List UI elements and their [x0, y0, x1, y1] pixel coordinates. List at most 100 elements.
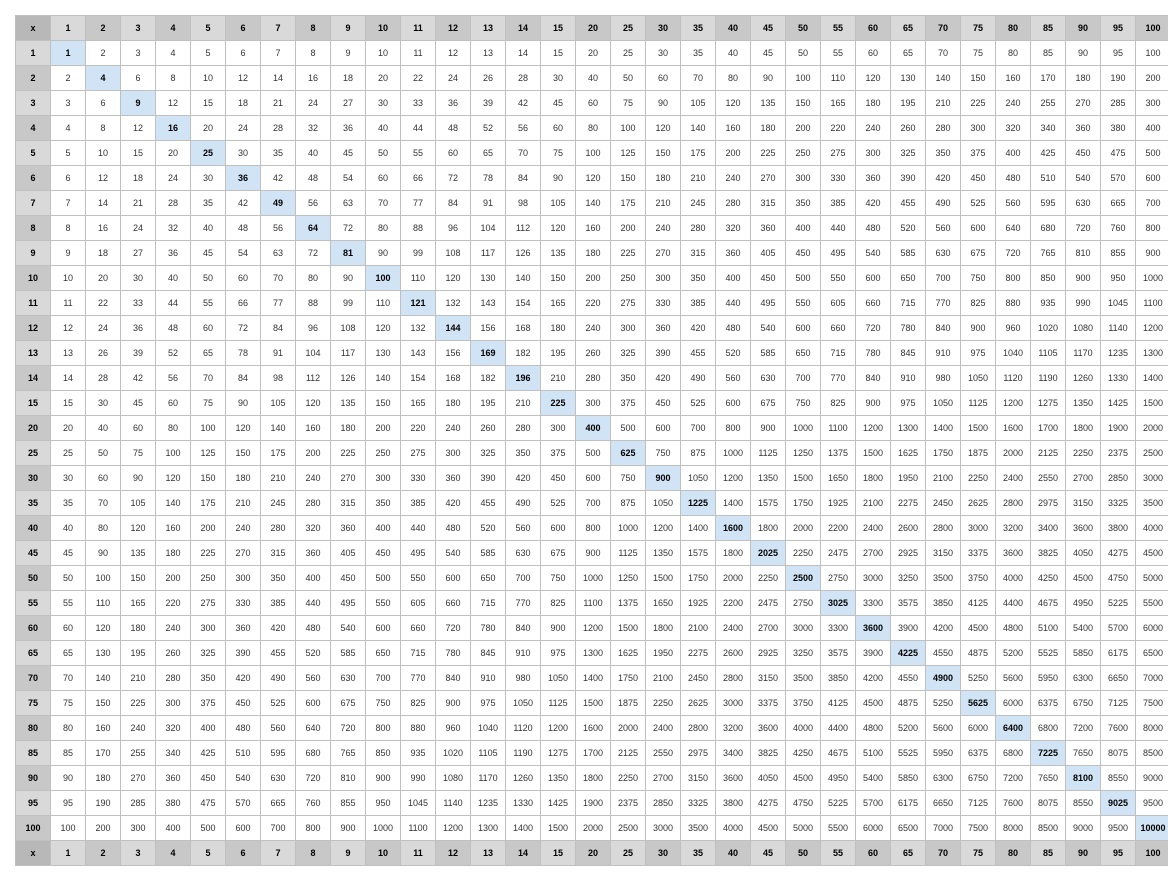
- table-cell: 30: [121, 266, 156, 291]
- table-cell: 50: [786, 41, 821, 66]
- table-cell: 1020: [436, 741, 471, 766]
- table-cell: 270: [751, 166, 786, 191]
- table-cell: 2625: [681, 691, 716, 716]
- col-footer: 75: [961, 841, 996, 866]
- table-cell: 130: [471, 266, 506, 291]
- row-header: 3: [16, 91, 51, 116]
- table-cell: 750: [611, 466, 646, 491]
- table-cell: 175: [191, 491, 226, 516]
- table-cell: 44: [156, 291, 191, 316]
- table-cell: 150: [541, 266, 576, 291]
- table-cell: 6500: [891, 816, 926, 841]
- table-cell: 220: [156, 591, 191, 616]
- table-cell: 42: [121, 366, 156, 391]
- table-cell: 26: [471, 66, 506, 91]
- table-cell: 96: [296, 316, 331, 341]
- table-cell: 168: [506, 316, 541, 341]
- table-cell: 910: [891, 366, 926, 391]
- table-cell: 104: [471, 216, 506, 241]
- table-cell: 640: [996, 216, 1031, 241]
- table-cell: 2700: [1066, 466, 1101, 491]
- table-cell: 210: [121, 666, 156, 691]
- table-cell: 360: [156, 766, 191, 791]
- table-cell: 72: [226, 316, 261, 341]
- row-header: 45: [16, 541, 51, 566]
- table-cell: 3500: [1136, 491, 1168, 516]
- table-cell: 1275: [541, 741, 576, 766]
- table-cell: 200: [611, 216, 646, 241]
- table-cell: 200: [786, 116, 821, 141]
- table-cell: 500: [576, 441, 611, 466]
- table-cell: 4125: [961, 591, 996, 616]
- table-cell: 3500: [926, 566, 961, 591]
- table-cell: 28: [261, 116, 296, 141]
- table-cell: 135: [331, 391, 366, 416]
- table-cell: 75: [611, 91, 646, 116]
- table-cell: 4500: [1136, 541, 1168, 566]
- table-cell: 960: [996, 316, 1031, 341]
- row-header: 14: [16, 366, 51, 391]
- table-cell: 1125: [961, 391, 996, 416]
- table-cell: 75: [961, 41, 996, 66]
- col-header: 50: [786, 16, 821, 41]
- table-cell: 120: [86, 616, 121, 641]
- table-cell: 455: [891, 191, 926, 216]
- table-cell: 18: [226, 91, 261, 116]
- table-cell: 520: [891, 216, 926, 241]
- table-cell: 1330: [1101, 366, 1136, 391]
- table-cell: 675: [751, 391, 786, 416]
- table-cell: 240: [296, 466, 331, 491]
- table-cell: 560: [261, 716, 296, 741]
- row-header: 20: [16, 416, 51, 441]
- table-cell: 330: [401, 466, 436, 491]
- table-cell: 2250: [1066, 441, 1101, 466]
- table-cell: 390: [646, 341, 681, 366]
- table-cell: 12: [51, 316, 86, 341]
- table-cell: 225: [961, 91, 996, 116]
- table-cell: 170: [86, 741, 121, 766]
- table-cell: 65: [471, 141, 506, 166]
- table-cell: 4875: [961, 641, 996, 666]
- table-cell: 30: [646, 41, 681, 66]
- table-cell: 24: [226, 116, 261, 141]
- table-cell: 25: [51, 441, 86, 466]
- table-cell: 1600: [716, 516, 751, 541]
- table-cell: 182: [471, 366, 506, 391]
- table-cell: 210: [226, 491, 261, 516]
- col-header: 85: [1031, 16, 1066, 41]
- table-cell: 50: [191, 266, 226, 291]
- table-cell: 900: [541, 616, 576, 641]
- table-cell: 680: [1031, 216, 1066, 241]
- table-cell: 1225: [681, 491, 716, 516]
- table-cell: 120: [226, 416, 261, 441]
- table-cell: 4050: [751, 766, 786, 791]
- table-cell: 480: [996, 166, 1031, 191]
- table-cell: 96: [436, 216, 471, 241]
- table-cell: 5600: [926, 716, 961, 741]
- table-cell: 105: [541, 191, 576, 216]
- table-cell: 525: [681, 391, 716, 416]
- table-cell: 325: [891, 141, 926, 166]
- table-cell: 70: [926, 41, 961, 66]
- table-cell: 156: [436, 341, 471, 366]
- table-cell: 2200: [716, 591, 751, 616]
- table-cell: 140: [366, 366, 401, 391]
- table-cell: 143: [401, 341, 436, 366]
- table-cell: 840: [506, 616, 541, 641]
- table-cell: 33: [401, 91, 436, 116]
- table-cell: 16: [86, 216, 121, 241]
- table-cell: 60: [576, 91, 611, 116]
- table-cell: 4000: [786, 716, 821, 741]
- table-cell: 385: [821, 191, 856, 216]
- table-cell: 540: [751, 316, 786, 341]
- table-cell: 1105: [1031, 341, 1066, 366]
- table-cell: 630: [261, 766, 296, 791]
- table-cell: 400: [1136, 116, 1168, 141]
- table-cell: 48: [296, 166, 331, 191]
- table-cell: 2500: [786, 566, 821, 591]
- table-cell: 1400: [1136, 366, 1168, 391]
- table-cell: 630: [506, 541, 541, 566]
- col-footer: 55: [821, 841, 856, 866]
- table-cell: 1050: [646, 491, 681, 516]
- table-cell: 6400: [996, 716, 1031, 741]
